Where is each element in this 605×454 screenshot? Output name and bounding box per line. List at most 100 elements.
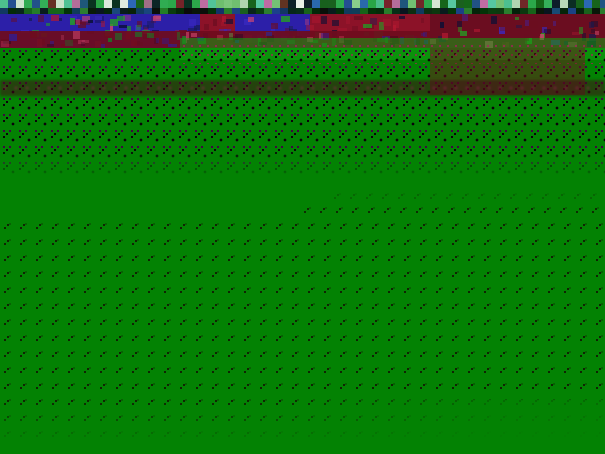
noise-block bbox=[48, 8, 56, 14]
noise-speck bbox=[146, 21, 154, 28]
noise-block bbox=[160, 0, 168, 8]
noise-speck bbox=[220, 22, 226, 27]
noise-speck bbox=[134, 25, 140, 33]
noise-block bbox=[56, 0, 64, 8]
noise-block bbox=[136, 8, 144, 14]
noise-block bbox=[80, 0, 88, 8]
noise-block bbox=[280, 0, 288, 8]
noise-block bbox=[184, 8, 192, 14]
noise-block bbox=[264, 8, 272, 14]
noise-block bbox=[280, 8, 288, 14]
noise-speck bbox=[87, 19, 93, 23]
noise-block bbox=[312, 8, 320, 14]
top-noise-strip bbox=[0, 0, 605, 8]
noise-block bbox=[512, 8, 520, 14]
noise-block bbox=[296, 8, 304, 14]
noise-speck bbox=[191, 33, 198, 37]
noise-block bbox=[520, 0, 528, 8]
noise-block bbox=[368, 8, 376, 14]
noise-speck bbox=[228, 32, 234, 40]
noise-speck bbox=[456, 20, 462, 28]
noise-speck bbox=[122, 14, 132, 21]
noise-block bbox=[424, 0, 432, 8]
noise-block bbox=[296, 0, 304, 8]
noise-block bbox=[40, 8, 48, 14]
noise-speck bbox=[38, 15, 44, 23]
noise-speck bbox=[58, 17, 62, 22]
noise-block bbox=[408, 0, 416, 8]
noise-speck bbox=[392, 25, 397, 31]
noise-speck bbox=[525, 19, 530, 26]
noise-block bbox=[448, 0, 456, 8]
noise-block bbox=[248, 8, 256, 14]
noise-speck bbox=[363, 23, 373, 29]
noise-block bbox=[200, 8, 208, 14]
noise-block bbox=[456, 0, 464, 8]
noise-block bbox=[320, 0, 328, 8]
noise-speck bbox=[110, 24, 114, 31]
noise-block bbox=[392, 8, 400, 14]
noise-speck bbox=[127, 26, 132, 35]
noise-block bbox=[464, 0, 472, 8]
noise-speck bbox=[108, 38, 113, 43]
noise-speck bbox=[162, 37, 170, 44]
noise-block bbox=[560, 8, 568, 14]
noise-speck bbox=[332, 19, 340, 26]
noise-speck bbox=[101, 20, 105, 28]
noise-block bbox=[600, 8, 605, 14]
noise-block bbox=[64, 0, 72, 8]
noise-speck bbox=[352, 25, 359, 31]
noise-block bbox=[288, 0, 296, 8]
noise-block bbox=[264, 0, 272, 8]
noise-speck bbox=[109, 19, 119, 26]
noise-block bbox=[536, 0, 544, 8]
noise-block bbox=[456, 8, 464, 14]
noise-block bbox=[392, 0, 400, 8]
noise-speck bbox=[11, 17, 17, 23]
noise-block bbox=[240, 0, 248, 8]
noise-block bbox=[232, 0, 240, 8]
noise-block bbox=[144, 8, 152, 14]
noise-speck bbox=[74, 19, 82, 24]
noise-speck bbox=[460, 30, 467, 36]
noise-block bbox=[432, 0, 440, 8]
noise-speck bbox=[76, 19, 80, 26]
noise-block bbox=[224, 0, 232, 8]
noise-block bbox=[272, 0, 280, 8]
noise-block bbox=[88, 0, 96, 8]
noise-speck bbox=[116, 15, 125, 21]
noise-speck bbox=[588, 22, 595, 29]
sparse-dash-grid-faint bbox=[330, 188, 605, 202]
noise-speck bbox=[119, 24, 127, 28]
noise-block bbox=[312, 0, 320, 8]
noise-block bbox=[192, 8, 200, 14]
noise-speck bbox=[153, 37, 158, 45]
texture-fade-out bbox=[0, 148, 605, 186]
noise-speck bbox=[312, 16, 321, 24]
noise-block bbox=[560, 0, 568, 8]
noise-block bbox=[176, 0, 184, 8]
noise-block bbox=[328, 0, 336, 8]
noise-block bbox=[520, 8, 528, 14]
noise-speck bbox=[115, 32, 122, 41]
noise-block bbox=[152, 0, 160, 8]
noise-block bbox=[320, 8, 328, 14]
noise-block bbox=[40, 0, 48, 8]
noise-block bbox=[192, 0, 200, 8]
noise-block bbox=[128, 8, 136, 14]
noise-block bbox=[480, 8, 488, 14]
noise-speck bbox=[553, 20, 557, 27]
noise-speck bbox=[281, 16, 290, 22]
noise-speck bbox=[579, 27, 583, 34]
noise-speck bbox=[1, 41, 10, 47]
noise-block bbox=[544, 8, 552, 14]
noise-speck bbox=[539, 33, 544, 40]
noise-speck bbox=[541, 26, 547, 33]
noise-block bbox=[416, 8, 424, 14]
noise-block bbox=[544, 0, 552, 8]
noise-speck bbox=[185, 32, 190, 40]
noise-block bbox=[496, 0, 504, 8]
noise-block bbox=[200, 0, 208, 8]
noise-block bbox=[104, 0, 112, 8]
noise-block bbox=[352, 0, 360, 8]
